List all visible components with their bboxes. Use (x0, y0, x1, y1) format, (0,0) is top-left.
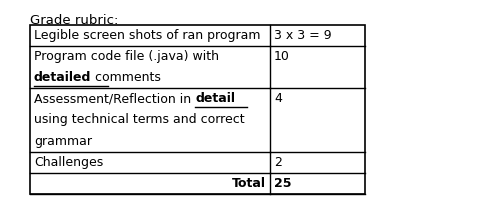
Text: 2: 2 (273, 155, 281, 168)
Text: using technical terms and correct: using technical terms and correct (34, 113, 244, 126)
Text: 4: 4 (273, 92, 281, 105)
Text: Legible screen shots of ran program: Legible screen shots of ran program (34, 29, 260, 42)
Text: detail: detail (195, 92, 235, 105)
Bar (30, 26, 364, 194)
Text: 3 x 3 = 9: 3 x 3 = 9 (273, 29, 331, 42)
Text: Total: Total (231, 176, 265, 189)
Text: detailed: detailed (34, 71, 91, 84)
Text: 10: 10 (273, 50, 289, 63)
Text: Grade rubric:: Grade rubric: (30, 14, 118, 27)
Text: Assessment/Reflection in: Assessment/Reflection in (34, 92, 195, 105)
Text: 25: 25 (273, 176, 291, 189)
Text: Program code file (.java) with: Program code file (.java) with (34, 50, 219, 63)
Text: comments: comments (91, 71, 161, 84)
Text: Challenges: Challenges (34, 155, 103, 168)
Text: grammar: grammar (34, 134, 92, 147)
